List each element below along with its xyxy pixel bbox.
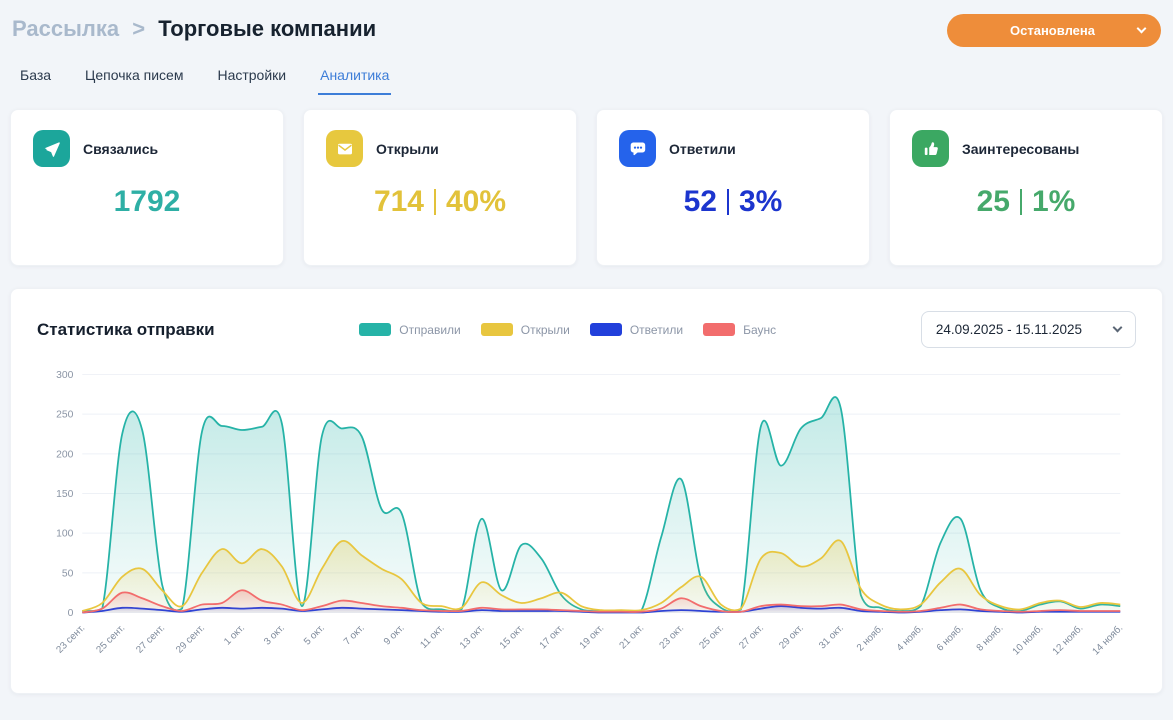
svg-text:31 окт.: 31 окт.: [817, 623, 846, 652]
breadcrumb-separator: >: [132, 16, 146, 41]
stat-value: 52: [683, 185, 717, 218]
svg-text:17 окт.: 17 окт.: [538, 623, 567, 652]
svg-text:0: 0: [68, 608, 74, 619]
svg-text:3 окт.: 3 окт.: [262, 623, 287, 648]
chat-icon: [619, 130, 656, 167]
date-range-value: 24.09.2025 - 15.11.2025: [935, 322, 1082, 337]
legend-item-opened[interactable]: Открыли: [480, 322, 570, 337]
stat-card-head: Ответили: [619, 130, 847, 167]
stat-card-head: Связались: [33, 130, 261, 167]
svg-text:25 окт.: 25 окт.: [697, 623, 726, 652]
status-dropdown-button[interactable]: Остановлена: [947, 14, 1161, 47]
svg-text:100: 100: [56, 529, 73, 540]
date-range-dropdown[interactable]: 24.09.2025 - 15.11.2025: [920, 311, 1136, 348]
svg-text:25 сент.: 25 сент.: [94, 623, 127, 656]
svg-text:15 окт.: 15 окт.: [498, 623, 527, 652]
stats-row: Связались 1792 Открыли 714 40%: [10, 109, 1163, 266]
svg-text:12 нояб.: 12 нояб.: [1051, 623, 1086, 658]
stat-card-interested: Заинтересованы 25 1%: [889, 109, 1163, 266]
stat-percent: 3%: [739, 185, 783, 218]
stat-value: 1792: [113, 185, 181, 218]
legend-item-sent[interactable]: Отправили: [359, 322, 461, 337]
statistics-chart: 0 50 100 150 200 250 300 23 сент. 25 сент. 27 сен…: [54, 370, 1126, 658]
thumbs-up-icon: [912, 130, 949, 167]
stat-label: Ответили: [669, 140, 736, 157]
svg-text:27 сент.: 27 сент.: [134, 623, 167, 656]
svg-text:13 окт.: 13 окт.: [458, 623, 487, 652]
tab-settings[interactable]: Настройки: [217, 67, 287, 83]
svg-text:1 окт.: 1 окт.: [222, 623, 247, 648]
legend-item-replied[interactable]: Ответили: [589, 322, 684, 337]
svg-text:2 нояб.: 2 нояб.: [855, 623, 886, 654]
svg-text:27 окт.: 27 окт.: [737, 623, 766, 652]
chevron-down-icon: [1112, 322, 1123, 333]
svg-text:150: 150: [56, 489, 73, 500]
svg-text:14 нояб.: 14 нояб.: [1091, 623, 1126, 658]
stat-label: Заинтересованы: [962, 140, 1080, 157]
tab-analytics[interactable]: Аналитика: [318, 63, 392, 95]
tabs: База Цепочка писем Настройки Аналитика: [10, 63, 1163, 95]
stat-card-replied: Ответили 52 3%: [596, 109, 870, 266]
svg-text:7 окт.: 7 окт.: [342, 623, 367, 648]
stat-value: 714: [373, 185, 424, 218]
svg-text:6 нояб.: 6 нояб.: [935, 623, 966, 654]
stat-value-group: 25 1%: [912, 159, 1140, 245]
statistics-card: Статистика отправки Отправили Открыли От…: [10, 288, 1163, 694]
envelope-icon: [326, 130, 363, 167]
stat-value-group: 1792: [33, 159, 261, 245]
svg-text:19 окт.: 19 окт.: [578, 623, 607, 652]
value-divider: [1020, 189, 1022, 215]
breadcrumb-parent[interactable]: Рассылка: [12, 16, 120, 41]
send-icon: [33, 130, 70, 167]
header: Рассылка > Торговые компании Остановлена: [10, 14, 1163, 47]
svg-text:23 окт.: 23 окт.: [657, 623, 686, 652]
svg-text:29 сент.: 29 сент.: [174, 623, 207, 656]
chart-legend: Отправили Открыли Ответили Баунс: [215, 323, 921, 337]
svg-text:10 нояб.: 10 нояб.: [1011, 623, 1046, 658]
legend-swatch-opened: [480, 323, 513, 336]
page-title: Торговые компании: [158, 16, 377, 41]
legend-swatch-replied: [589, 323, 622, 336]
svg-text:50: 50: [62, 568, 74, 579]
stat-label: Открыли: [376, 140, 439, 157]
value-divider: [727, 189, 729, 215]
svg-text:11 окт.: 11 окт.: [418, 623, 446, 651]
legend-label: Отправили: [399, 322, 461, 337]
tab-email-chain[interactable]: Цепочка писем: [85, 67, 184, 83]
legend-label: Ответили: [629, 322, 684, 337]
stat-percent: 1%: [1032, 185, 1076, 218]
stat-value-group: 714 40%: [326, 159, 554, 245]
svg-text:8 нояб.: 8 нояб.: [975, 623, 1006, 654]
stat-card-head: Открыли: [326, 130, 554, 167]
breadcrumb: Рассылка > Торговые компании: [12, 14, 376, 44]
legend-label: Баунс: [743, 322, 777, 337]
stat-card-opened: Открыли 714 40%: [303, 109, 577, 266]
legend-swatch-bounce: [703, 323, 736, 336]
svg-text:300: 300: [56, 370, 73, 381]
stat-percent: 40%: [446, 185, 507, 218]
svg-text:29 окт.: 29 окт.: [777, 623, 806, 652]
stat-card-head: Заинтересованы: [912, 130, 1140, 167]
stat-value: 25: [976, 185, 1010, 218]
chart-header: Статистика отправки Отправили Открыли От…: [37, 311, 1136, 348]
svg-text:250: 250: [56, 410, 73, 421]
tab-base[interactable]: База: [20, 67, 52, 83]
svg-text:21 окт.: 21 окт.: [618, 623, 647, 652]
svg-text:4 нояб.: 4 нояб.: [895, 623, 926, 654]
legend-item-bounce[interactable]: Баунс: [703, 323, 776, 337]
legend-swatch-sent: [359, 323, 392, 336]
legend-label: Открыли: [520, 322, 570, 337]
stat-card-contacted: Связались 1792: [10, 109, 284, 266]
stat-label: Связались: [83, 140, 159, 157]
chevron-down-icon: [1136, 23, 1147, 34]
svg-text:23 сент.: 23 сент.: [54, 623, 87, 656]
chart-title: Статистика отправки: [37, 319, 215, 339]
status-label: Остановлена: [1010, 23, 1095, 38]
svg-text:200: 200: [56, 449, 73, 460]
stat-value-group: 52 3%: [619, 159, 847, 245]
value-divider: [434, 189, 436, 215]
svg-text:5 окт.: 5 окт.: [302, 623, 327, 648]
svg-text:9 окт.: 9 окт.: [382, 623, 407, 648]
